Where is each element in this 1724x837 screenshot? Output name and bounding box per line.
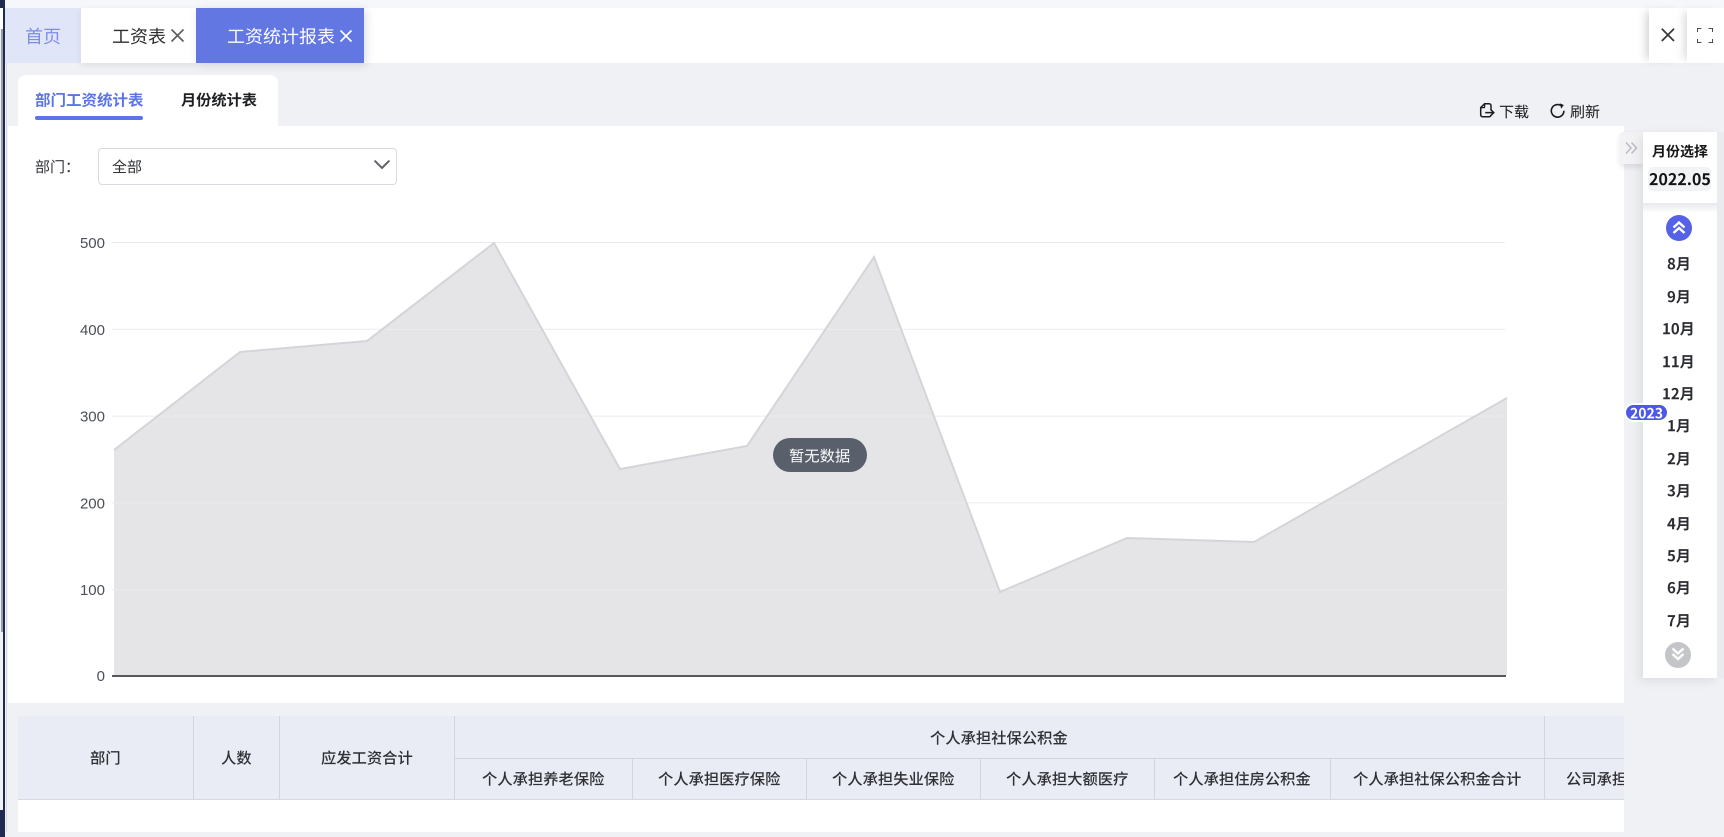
svg-text:500: 500 — [80, 235, 105, 252]
svg-text:0: 0 — [97, 668, 105, 685]
svg-text:400: 400 — [80, 322, 105, 339]
svg-text:200: 200 — [80, 495, 105, 512]
svg-text:100: 100 — [80, 582, 105, 599]
svg-text:300: 300 — [80, 409, 105, 426]
